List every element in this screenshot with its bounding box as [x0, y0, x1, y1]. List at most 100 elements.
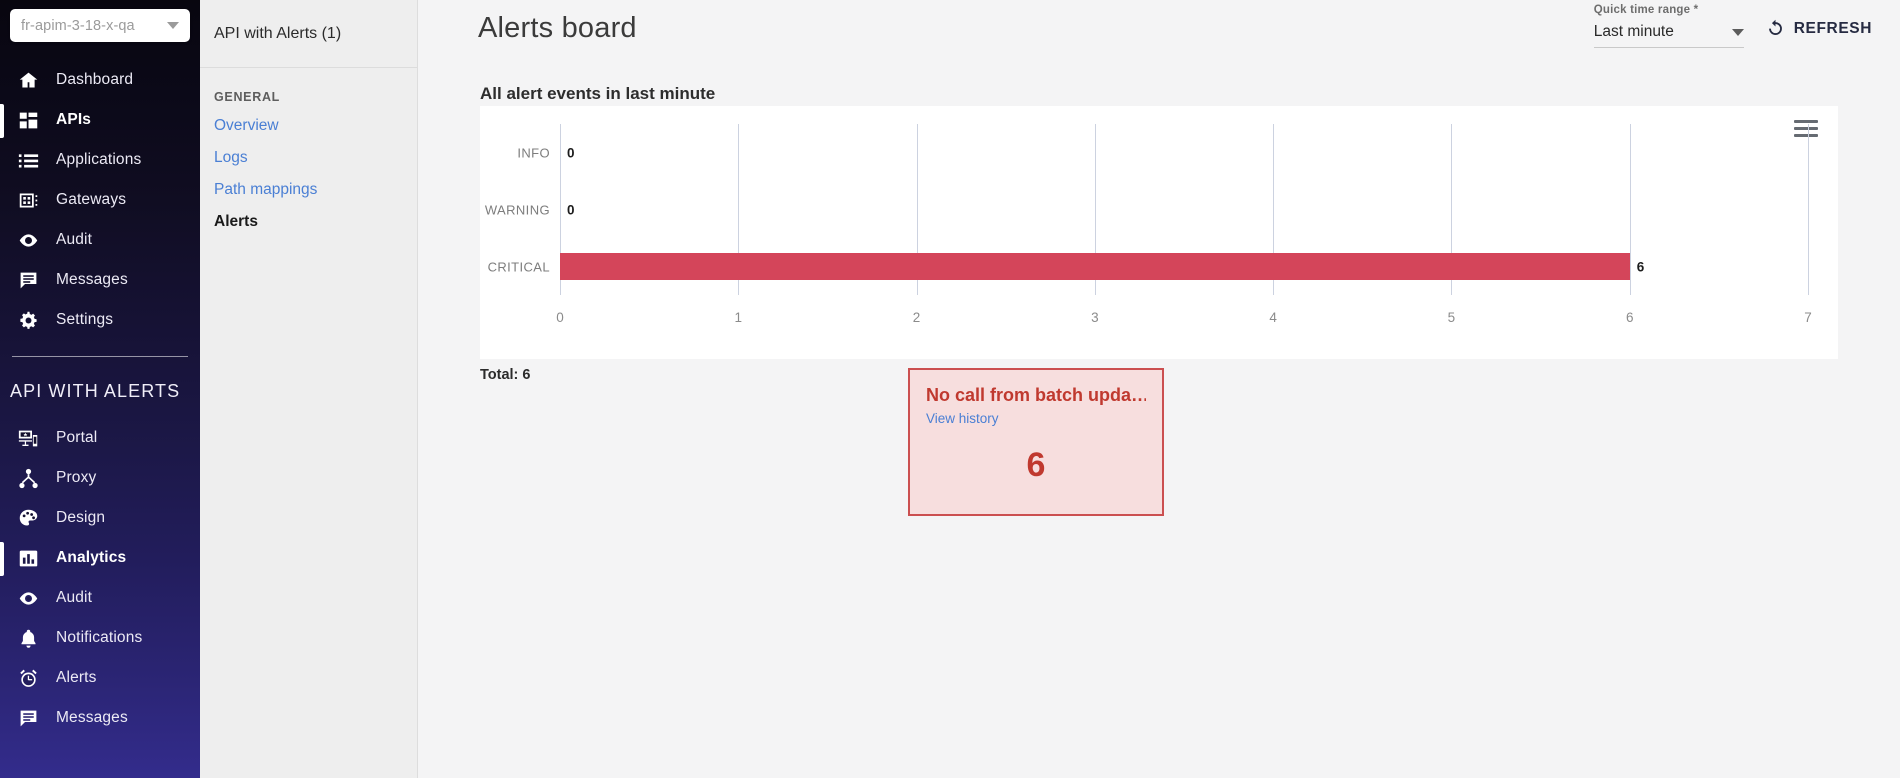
x-axis-tick-label: 2 [912, 310, 921, 325]
refresh-icon [1766, 19, 1785, 38]
subnav-link-overview[interactable]: Overview [214, 117, 279, 134]
eye-icon [18, 588, 39, 609]
x-axis-tick-label: 5 [1447, 310, 1456, 325]
y-axis-category-label: CRITICAL [487, 259, 550, 274]
sidebar-item-dashboard[interactable]: Dashboard [0, 60, 200, 100]
chart-gridline [1273, 124, 1275, 295]
sidebar-item-audit[interactable]: Audit [0, 220, 200, 260]
sidebar-item-label: Messages [56, 271, 128, 288]
sidebar-item-alerts[interactable]: Alerts [0, 658, 200, 698]
x-axis-tick-label: 3 [1091, 310, 1099, 325]
section-heading: All alert events in last minute [480, 84, 716, 103]
y-axis-category-label: WARNING [484, 202, 550, 217]
sidebar-item-design[interactable]: Design [0, 498, 200, 538]
subnav-link-logs[interactable]: Logs [214, 149, 248, 166]
palette-icon [18, 508, 39, 529]
page-title: Alerts board [478, 12, 637, 44]
sidebar-item-label: Audit [56, 589, 93, 606]
context-nav: Portal Proxy Design Analytics Audit Noti… [0, 418, 200, 738]
time-range-field: Quick time range * Last minute [1593, 4, 1744, 48]
sidebar-item-label: Portal [56, 429, 98, 446]
gear-icon [18, 310, 39, 331]
toolbar: Quick time range * Last minute REFRESH [1593, 4, 1872, 48]
proxy-icon [18, 468, 39, 489]
chart-gridline [738, 124, 740, 295]
sidebar-item-portal[interactable]: Portal [0, 418, 200, 458]
sidebar-item-notifications[interactable]: Notifications [0, 618, 200, 658]
sidebar-item-label: APIs [56, 111, 92, 128]
sidebar-item-settings[interactable]: Settings [0, 300, 200, 340]
sidebar-item-label: Applications [56, 151, 142, 168]
chart-gridline [1451, 124, 1453, 295]
chart-gridline [1808, 124, 1809, 295]
message-icon [18, 270, 39, 291]
hamburger-menu-icon[interactable] [1794, 120, 1818, 137]
environment-selector[interactable]: fr-apim-3-18-x-qa [10, 9, 190, 42]
sidebar-item-label: Notifications [56, 629, 143, 646]
chart-total-label: Total: 6 [480, 367, 531, 383]
sidebar-item-label: Design [56, 509, 106, 526]
sidebar-item-label: Alerts [56, 669, 97, 686]
x-axis-tick-label: 0 [556, 310, 564, 325]
x-axis-tick-label: 7 [1804, 310, 1812, 325]
chart-gridline [1629, 124, 1631, 295]
alert-card-count: 6 [1026, 446, 1046, 484]
sidebar-item-label: Analytics [56, 549, 127, 566]
refresh-button[interactable]: REFRESH [1766, 19, 1872, 48]
alert-card-title: No call from batch upda… [926, 385, 1146, 405]
chart-bar-value-label: 0 [567, 202, 575, 217]
alarm-clock-icon [18, 668, 39, 689]
chevron-down-icon [167, 22, 179, 29]
gateway-icon [18, 190, 39, 211]
x-axis-tick-label: 4 [1269, 310, 1277, 325]
sidebar-item-gateways[interactable]: Gateways [0, 180, 200, 220]
alert-card[interactable]: No call from batch upda… View history 6 [908, 368, 1164, 516]
sidebar-item-applications[interactable]: Applications [0, 140, 200, 180]
subnav-link-alerts[interactable]: Alerts [214, 213, 258, 230]
sidebar-item-label: Messages [56, 709, 128, 726]
home-icon [18, 70, 39, 91]
x-axis-tick-label: 6 [1625, 310, 1634, 325]
subnav-group-label: GENERAL [214, 90, 281, 104]
time-range-value: Last minute [1593, 23, 1674, 40]
bell-icon [18, 628, 39, 649]
x-axis-tick-label: 1 [734, 310, 743, 325]
y-axis-category-label: INFO [517, 145, 550, 160]
chart-bar-value-label: 6 [1636, 259, 1645, 274]
sidebar-section-title: API WITH ALERTS [10, 381, 181, 401]
chart-bar[interactable] [560, 253, 1630, 280]
grid-icon [18, 110, 39, 131]
sidebar-item-label: Dashboard [56, 71, 134, 88]
time-range-select[interactable]: Last minute [1593, 23, 1744, 48]
message-icon [18, 708, 39, 729]
eye-icon [18, 230, 39, 251]
sidebar-divider [12, 356, 188, 357]
environment-selector-value: fr-apim-3-18-x-qa [21, 17, 135, 34]
chart-bar-value-label: 0 [567, 145, 575, 160]
sidebar-item-apis[interactable]: APIs [0, 100, 200, 140]
chart-gridline [560, 124, 561, 295]
sidebar-item-label: Audit [56, 231, 93, 248]
primary-nav: Dashboard APIs Applications Gateways Aud… [0, 60, 200, 340]
refresh-label: REFRESH [1793, 19, 1872, 37]
subnav-group-general: GENERAL Overview Logs Path mappings Aler… [200, 68, 417, 231]
sidebar-item-label: Proxy [56, 469, 97, 486]
subnav-header: API with Alerts (1) [200, 0, 417, 68]
sidebar-item-messages-api[interactable]: Messages [0, 698, 200, 738]
sidebar-item-label: Gateways [56, 191, 127, 208]
sidebar-item-messages[interactable]: Messages [0, 260, 200, 300]
secondary-sidebar: API with Alerts (1) GENERAL Overview Log… [200, 0, 418, 778]
alert-card-history-link[interactable]: View history [926, 411, 999, 426]
list-icon [18, 150, 39, 171]
chart-gridline [916, 124, 918, 295]
primary-sidebar: fr-apim-3-18-x-qa Dashboard APIs Applica… [0, 0, 200, 778]
chevron-down-icon [1731, 28, 1744, 36]
alerts-bar-chart: 0 1 2 3 4 5 6 7 INFO 0 WARNING 0 CRITICAL 6 [480, 106, 1838, 359]
time-range-caption: Quick time range * [1593, 4, 1699, 16]
sidebar-item-audit-api[interactable]: Audit [0, 578, 200, 618]
subnav-link-path-mappings[interactable]: Path mappings [214, 181, 318, 198]
sidebar-item-proxy[interactable]: Proxy [0, 458, 200, 498]
sidebar-item-label: Settings [56, 311, 114, 328]
sidebar-item-analytics[interactable]: Analytics [0, 538, 200, 578]
